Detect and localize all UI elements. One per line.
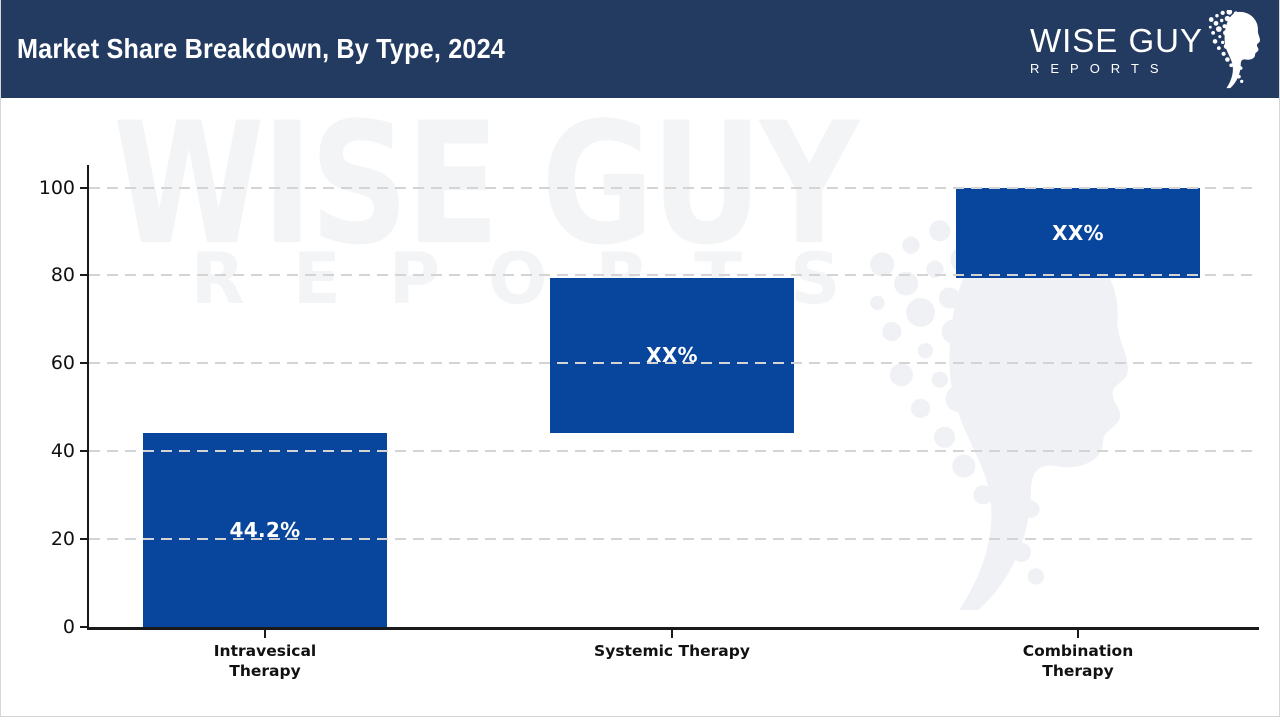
brand-logo: WISE GUY REPORTS bbox=[1030, 10, 1267, 90]
x-tick-mark bbox=[671, 630, 673, 638]
x-category-label: Combination Therapy bbox=[1022, 642, 1134, 681]
x-axis-line bbox=[87, 627, 1259, 630]
brand-logo-text: WISE GUY REPORTS bbox=[1030, 24, 1203, 76]
y-tick-mark bbox=[80, 186, 87, 189]
y-tick-label: 100 bbox=[38, 176, 75, 199]
bar-value-label: 44.2% bbox=[229, 517, 301, 542]
gridline bbox=[89, 450, 1257, 453]
bar-segment: XX% bbox=[956, 187, 1200, 279]
y-tick-label: 80 bbox=[50, 264, 75, 287]
bar-value-label: XX% bbox=[1052, 220, 1104, 245]
chart-canvas: WISE GUY REPORTS 0 20 40 60 80 100 44.2% XX% XX%… bbox=[1, 86, 1279, 716]
y-tick-label: 60 bbox=[50, 352, 75, 375]
y-tick-label: 20 bbox=[50, 528, 75, 551]
header: Market Share Breakdown, By Type, 2024 WI… bbox=[1, 0, 1279, 98]
page-title: Market Share Breakdown, By Type, 2024 bbox=[17, 33, 505, 64]
x-tick-mark bbox=[264, 630, 266, 638]
brand-name: WISE GUY bbox=[1029, 22, 1203, 60]
watermark-text: WISE GUY bbox=[113, 86, 859, 282]
y-tick-mark bbox=[80, 274, 87, 277]
y-tick-mark bbox=[80, 450, 87, 453]
x-tick-mark bbox=[1077, 630, 1079, 638]
gridline bbox=[89, 538, 1257, 541]
y-tick-mark bbox=[80, 538, 87, 541]
x-category-label: Systemic Therapy bbox=[594, 642, 750, 660]
gridline bbox=[89, 186, 1257, 189]
brand-subtitle: REPORTS bbox=[1029, 60, 1170, 76]
y-tick-label: 0 bbox=[62, 616, 75, 638]
x-category-label: Intravesical Therapy bbox=[213, 642, 317, 681]
gridline bbox=[89, 362, 1257, 365]
y-tick-mark bbox=[80, 626, 87, 628]
brand-face-icon bbox=[1208, 10, 1261, 89]
gridline bbox=[89, 274, 1257, 277]
bar-segment: 44.2% bbox=[143, 432, 387, 627]
y-tick-mark bbox=[80, 362, 87, 365]
bar-segment: XX% bbox=[550, 278, 794, 433]
y-tick-label: 40 bbox=[50, 440, 75, 463]
y-axis-line bbox=[87, 165, 89, 629]
